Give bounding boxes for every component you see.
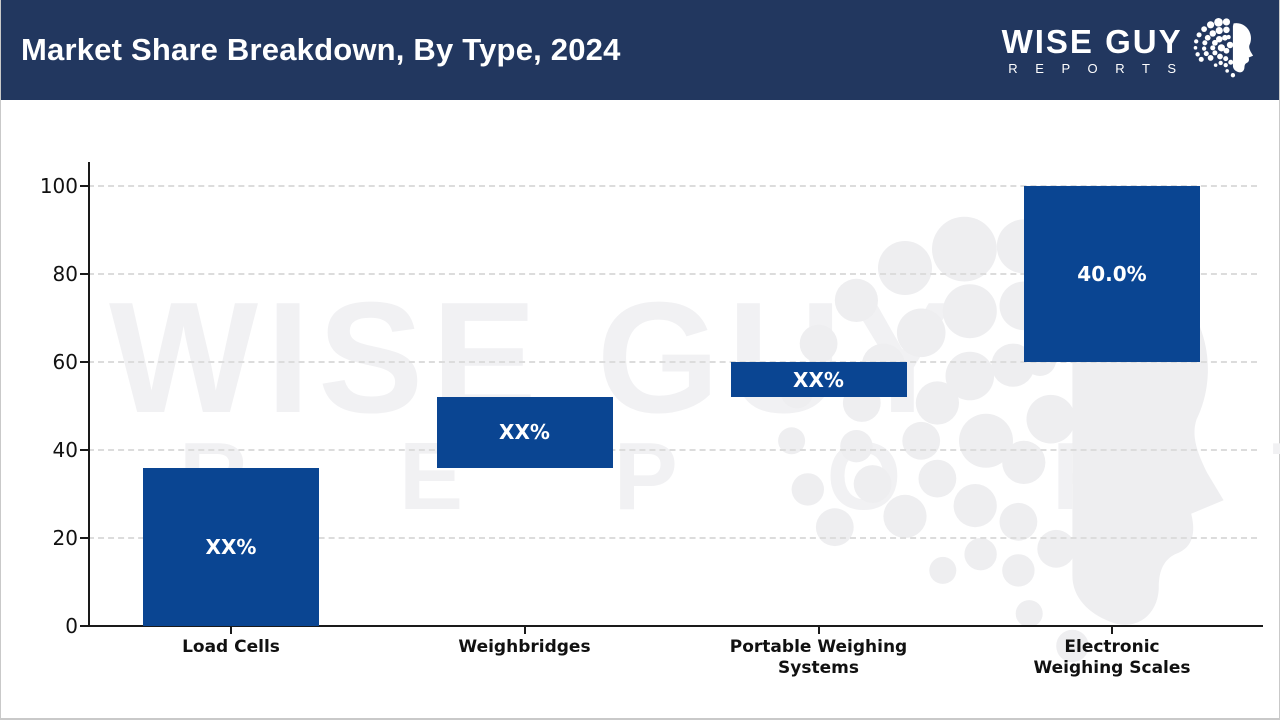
- chart-title: Market Share Breakdown, By Type, 2024: [21, 32, 621, 67]
- y-tick-mark: [80, 537, 88, 539]
- bar-value-label: XX%: [499, 420, 550, 445]
- y-gridline: [88, 185, 1257, 187]
- chart-area: WISE GUY R E P O R T S 020406080100XX%Lo…: [1, 100, 1280, 718]
- y-gridline: [88, 449, 1257, 451]
- x-tick-mark: [523, 626, 526, 634]
- y-tick-mark: [80, 625, 88, 627]
- y-tick-label: 20: [52, 526, 78, 550]
- y-tick-label: 40: [52, 438, 78, 462]
- y-tick-mark: [80, 449, 88, 451]
- y-tick-label: 80: [52, 262, 78, 286]
- logo-text: WISE GUY R E P O R T S: [1001, 22, 1183, 76]
- bar-2: XX%: [436, 397, 613, 468]
- y-tick-mark: [80, 361, 88, 363]
- y-gridline: [88, 537, 1257, 539]
- plot-area: 0 20 40 60 80 100 XX% Load Cells XX% Weighbridges…: [1, 100, 1279, 718]
- bar-1: XX%: [143, 467, 319, 626]
- logo-face-icon: [1189, 17, 1261, 83]
- logo-subtext: R E P O R T S: [1008, 60, 1183, 76]
- y-tick-mark: [80, 273, 88, 275]
- category-label: Weighbridges: [458, 637, 591, 657]
- bar-3: XX%: [730, 362, 907, 398]
- y-tick-label: 0: [65, 614, 78, 638]
- bar-value-label: 40.0%: [1077, 262, 1147, 286]
- wise-guy-reports-logo: WISE GUY R E P O R T S: [1001, 17, 1261, 83]
- category-label: Electronic Weighing Scales: [1033, 637, 1191, 678]
- bar-4: 40.0%: [1024, 186, 1200, 362]
- x-tick-mark: [1111, 626, 1113, 634]
- y-gridline: [88, 361, 1257, 363]
- y-tick-label: 60: [52, 350, 78, 374]
- y-tick-mark: [80, 185, 88, 187]
- y-axis-line: [88, 162, 90, 626]
- category-label: Portable Weighing Systems: [729, 637, 908, 678]
- bar-value-label: XX%: [205, 534, 257, 559]
- x-axis-line: [87, 625, 1263, 627]
- logo-wordmark: WISE GUY: [1001, 22, 1183, 60]
- bar-value-label: XX%: [793, 367, 844, 392]
- header-bar: Market Share Breakdown, By Type, 2024 WI…: [1, 0, 1279, 100]
- x-tick-mark: [817, 626, 820, 634]
- x-tick-mark: [230, 626, 232, 634]
- category-label: Load Cells: [182, 637, 280, 657]
- y-tick-label: 100: [39, 174, 78, 198]
- y-gridline: [88, 273, 1257, 275]
